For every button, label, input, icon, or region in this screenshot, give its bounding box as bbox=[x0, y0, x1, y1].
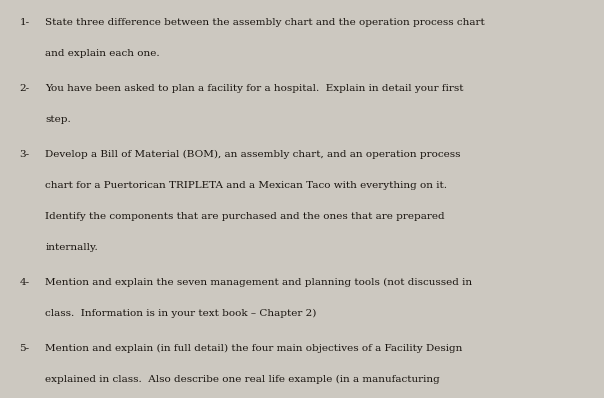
Text: Identify the components that are purchased and the ones that are prepared: Identify the components that are purchas… bbox=[45, 212, 445, 221]
Text: step.: step. bbox=[45, 115, 71, 124]
Text: explained in class.  Also describe one real life example (in a manufacturing: explained in class. Also describe one re… bbox=[45, 375, 440, 384]
Text: and explain each one.: and explain each one. bbox=[45, 49, 160, 58]
Text: 5-: 5- bbox=[19, 344, 30, 353]
Text: 2-: 2- bbox=[19, 84, 30, 93]
Text: 3-: 3- bbox=[19, 150, 30, 159]
Text: 1-: 1- bbox=[19, 18, 30, 27]
Text: You have been asked to plan a facility for a hospital.  Explain in detail your f: You have been asked to plan a facility f… bbox=[45, 84, 464, 93]
Text: 4-: 4- bbox=[19, 278, 30, 287]
Text: class.  Information is in your text book – Chapter 2): class. Information is in your text book … bbox=[45, 309, 316, 318]
Text: Mention and explain the seven management and planning tools (not discussed in: Mention and explain the seven management… bbox=[45, 278, 472, 287]
Text: State three difference between the assembly chart and the operation process char: State three difference between the assem… bbox=[45, 18, 485, 27]
Text: internally.: internally. bbox=[45, 243, 98, 252]
Text: chart for a Puertorican TRIPLETA and a Mexican Taco with everything on it.: chart for a Puertorican TRIPLETA and a M… bbox=[45, 181, 448, 190]
Text: Mention and explain (in full detail) the four main objectives of a Facility Desi: Mention and explain (in full detail) the… bbox=[45, 344, 463, 353]
Text: Develop a Bill of Material (BOM), an assembly chart, and an operation process: Develop a Bill of Material (BOM), an ass… bbox=[45, 150, 461, 159]
